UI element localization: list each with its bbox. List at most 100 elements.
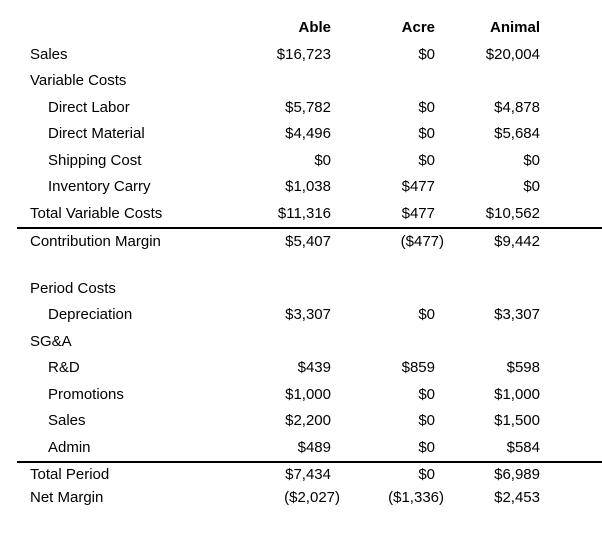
value-cell-acre: ($1,336)	[331, 486, 444, 509]
header-corner-cell	[17, 14, 210, 41]
value-cell-animal: $9,442	[494, 233, 540, 251]
spacer-cell	[540, 381, 602, 408]
table-row-promotions: Promotions $1,000 $0 $1,000	[17, 381, 602, 408]
spacer-cell	[540, 174, 602, 201]
value-cell-acre: $0	[418, 98, 435, 116]
value-cell-animal: $0	[523, 178, 540, 196]
value-cell-able: $2,200	[285, 412, 331, 430]
value-cell-able: $1,000	[285, 385, 331, 403]
value-cell-able: $1,038	[285, 178, 331, 196]
value-cell-acre: $0	[418, 151, 435, 169]
value-cell-acre: $477	[331, 200, 435, 229]
row-label: Net Margin	[30, 488, 104, 506]
spacer-cell	[540, 408, 602, 435]
row-label: Inventory Carry	[48, 178, 151, 196]
row-label: Period Costs	[30, 279, 116, 297]
value-cell-animal: $0	[523, 151, 540, 169]
row-label: Promotions	[48, 385, 124, 403]
value-cell-animal: $598	[506, 359, 540, 377]
table-row-shipping-cost: Shipping Cost $0 $0 $0	[17, 147, 602, 174]
row-label: Contribution Margin	[30, 233, 161, 251]
row-label: Sales	[48, 412, 86, 430]
negative-value: ($477)	[400, 233, 444, 251]
value-cell-able	[210, 275, 331, 302]
value-cell-able: $489	[210, 434, 331, 463]
row-label: Direct Labor	[48, 98, 130, 116]
value-cell-able: $11,316	[210, 200, 331, 229]
spacer-cell	[540, 228, 602, 256]
row-label: Variable Costs	[30, 72, 127, 90]
column-header-animal: Animal	[489, 19, 540, 36]
table-row-period-costs: Period Costs	[17, 275, 602, 302]
value-cell-acre	[331, 328, 435, 355]
table-row-depreciation: Depreciation $3,307 $0 $3,307	[17, 302, 602, 329]
row-label: Shipping Cost	[48, 151, 142, 169]
row-label: Total Period	[30, 465, 110, 483]
row-label: R&D	[48, 359, 80, 377]
row-label: Direct Material	[48, 125, 145, 143]
value-cell-animal: $1,000	[494, 385, 540, 403]
row-label: Sales	[30, 45, 68, 63]
table-row-total-variable-costs: Total Variable Costs $11,316 $477 $10,562	[17, 200, 602, 229]
header-spacer-cell	[540, 14, 602, 41]
row-label: Total Variable Costs	[17, 200, 210, 229]
table-row-net-margin: Net Margin ($2,027) ($1,336) $2,453	[17, 486, 602, 509]
value-cell-animal	[435, 68, 540, 95]
column-header-able: Able	[298, 19, 331, 36]
value-cell-animal: $20,004	[485, 45, 540, 63]
column-header-acre: Acre	[401, 19, 435, 36]
table-row-admin: Admin $489 $0 $584	[17, 434, 602, 463]
value-cell-acre: $477	[401, 178, 435, 196]
value-cell-able: $3,307	[285, 306, 331, 324]
table-row-inventory-carry: Inventory Carry $1,038 $477 $0	[17, 174, 602, 201]
value-cell-acre	[331, 255, 435, 275]
spacer-cell	[540, 147, 602, 174]
value-cell-animal: $10,562	[435, 200, 540, 229]
value-cell-acre: $0	[418, 385, 435, 403]
value-cell-able: $5,407	[285, 233, 331, 251]
spacer-cell	[540, 68, 602, 95]
header-row: Able Acre Animal	[17, 14, 602, 41]
value-cell-able: ($2,027)	[210, 486, 340, 509]
value-cell-animal: $3,307	[494, 306, 540, 324]
value-cell-able: $16,723	[276, 45, 331, 63]
row-label: SG&A	[30, 332, 72, 350]
table-row-sales: Sales $16,723 $0 $20,004	[17, 41, 602, 68]
value-cell-able: $0	[314, 151, 331, 169]
value-cell-animal	[435, 328, 540, 355]
spacer-cell	[540, 302, 602, 329]
value-cell-acre: $0	[418, 125, 435, 143]
value-cell-able: $7,434	[285, 465, 331, 483]
value-cell-able: $5,782	[285, 98, 331, 116]
table-row-contribution-margin: Contribution Margin $5,407 ($477) $9,442	[17, 228, 602, 256]
spacer-cell	[540, 486, 602, 509]
table-body: Sales $16,723 $0 $20,004 Variable Costs Direc…	[17, 41, 602, 509]
value-cell-acre: ($477)	[331, 228, 444, 256]
spacer-cell	[540, 275, 602, 302]
table-row-blank	[17, 255, 602, 275]
table-row-variable-costs: Variable Costs	[17, 68, 602, 95]
value-cell-acre	[331, 68, 435, 95]
table-row-sg-a: SG&A	[17, 328, 602, 355]
table-row-sales: Sales $2,200 $0 $1,500	[17, 408, 602, 435]
value-cell-able	[210, 328, 331, 355]
value-cell-animal	[435, 275, 540, 302]
row-label: Depreciation	[48, 306, 133, 324]
value-cell-animal: $2,453	[494, 488, 540, 506]
value-cell-acre: $0	[331, 434, 435, 463]
value-cell-acre: $0	[418, 465, 435, 483]
value-cell-acre: $859	[401, 359, 435, 377]
table-row-total-period: Total Period $7,434 $0 $6,989	[17, 462, 602, 486]
negative-value: ($2,027)	[284, 488, 340, 506]
spacer-cell	[540, 434, 602, 463]
spacer-cell	[540, 255, 602, 275]
value-cell-able	[210, 68, 331, 95]
value-cell-acre: $0	[418, 412, 435, 430]
value-cell-able: $439	[297, 359, 331, 377]
spacer-cell	[540, 328, 602, 355]
value-cell-animal: $5,684	[494, 125, 540, 143]
value-cell-animal: $6,989	[494, 465, 540, 483]
table-row-r-d: R&D $439 $859 $598	[17, 355, 602, 382]
spacer-cell	[540, 41, 602, 68]
row-label: Admin	[17, 434, 210, 463]
